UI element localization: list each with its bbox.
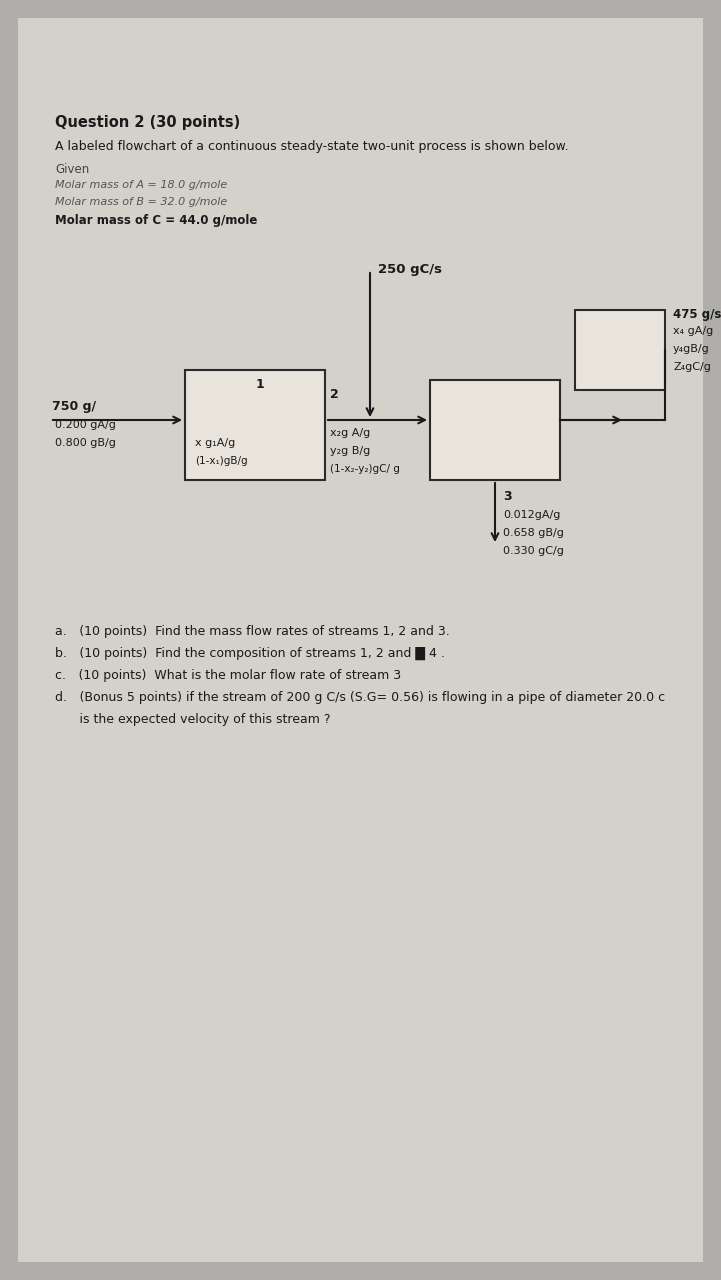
Text: y₄gB/g: y₄gB/g (673, 344, 709, 355)
Text: a. (10 points)  Find the mass flow rates of streams 1, 2 and 3.: a. (10 points) Find the mass flow rates … (55, 625, 450, 637)
Text: x₄ gA/g: x₄ gA/g (673, 326, 713, 335)
Text: Molar mass of A = 18.0 g/mole: Molar mass of A = 18.0 g/mole (55, 180, 227, 189)
Text: (1-x₂-y₂)gC/ g: (1-x₂-y₂)gC/ g (330, 463, 400, 474)
Text: is the expected velocity of this stream ?: is the expected velocity of this stream … (55, 713, 330, 726)
Text: 750 g/: 750 g/ (52, 399, 96, 413)
Text: 0.658 gB/g: 0.658 gB/g (503, 527, 564, 538)
Text: 0.800 gB/g: 0.800 gB/g (55, 438, 116, 448)
Text: 250 gC/s: 250 gC/s (378, 262, 442, 276)
Text: 0.330 gC/g: 0.330 gC/g (503, 547, 564, 556)
Text: 2: 2 (330, 388, 339, 401)
Text: (1-x₁)gB/g: (1-x₁)gB/g (195, 456, 247, 466)
Text: y₂g B/g: y₂g B/g (330, 445, 371, 456)
Text: 0.200 gA/g: 0.200 gA/g (55, 420, 116, 430)
Bar (575, 310, 665, 390)
Text: Molar mass of B = 32.0 g/mole: Molar mass of B = 32.0 g/mole (55, 197, 227, 207)
Text: A labeled flowchart of a continuous steady-state two-unit process is shown below: A labeled flowchart of a continuous stea… (55, 140, 569, 154)
Text: Given: Given (55, 163, 89, 175)
Text: 475 g/s: 475 g/s (673, 308, 721, 321)
Text: Question 2 (30 points): Question 2 (30 points) (55, 115, 240, 131)
Text: 3: 3 (503, 490, 512, 503)
Text: 1: 1 (256, 378, 265, 390)
Text: Molar mass of C = 44.0 g/mole: Molar mass of C = 44.0 g/mole (55, 214, 257, 227)
Text: c. (10 points)  What is the molar flow rate of stream 3: c. (10 points) What is the molar flow ra… (55, 669, 401, 682)
Bar (185, 370, 325, 480)
Text: Z₄gC/g: Z₄gC/g (673, 362, 711, 372)
Text: d. (Bonus 5 points) if the stream of 200 g C/s (S.G= 0.56) is flowing in a pipe : d. (Bonus 5 points) if the stream of 200… (55, 691, 665, 704)
Text: x₂g A/g: x₂g A/g (330, 428, 371, 438)
Text: b. (10 points)  Find the composition of streams 1, 2 and █ 4 .: b. (10 points) Find the composition of s… (55, 646, 445, 660)
Text: x g₁A/g: x g₁A/g (195, 438, 235, 448)
Bar (430, 380, 560, 480)
Text: 0.012gA/g: 0.012gA/g (503, 509, 560, 520)
